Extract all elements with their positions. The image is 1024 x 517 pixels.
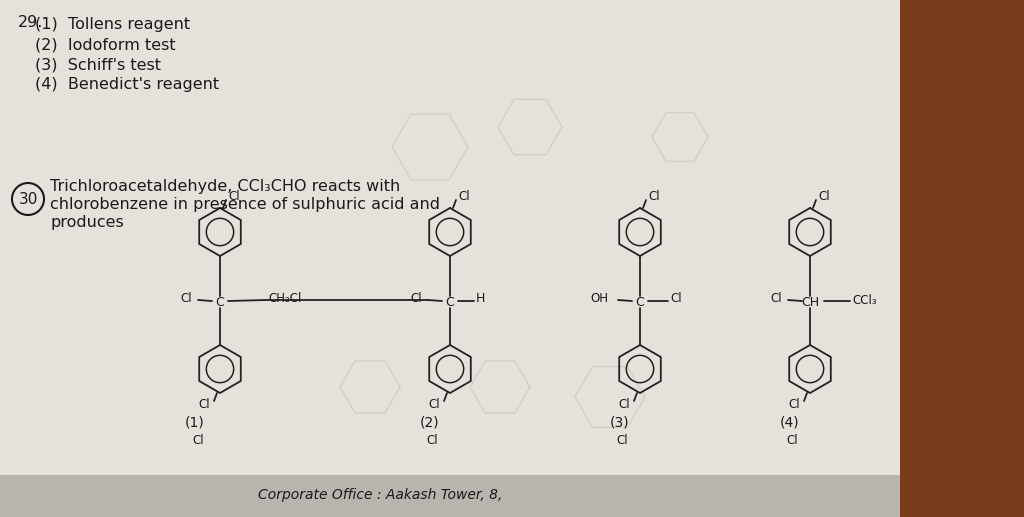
Text: Cl: Cl [788, 399, 800, 412]
Text: Cl: Cl [786, 434, 798, 448]
Text: Cl: Cl [228, 190, 240, 203]
Text: Cl: Cl [616, 434, 628, 448]
Text: (2): (2) [420, 416, 440, 430]
FancyBboxPatch shape [900, 0, 1024, 517]
Text: produces: produces [50, 215, 124, 230]
Text: CCl₃: CCl₃ [852, 294, 877, 307]
Text: CH: CH [801, 296, 819, 309]
Text: C: C [216, 296, 224, 309]
Text: Cl: Cl [193, 434, 204, 448]
Text: Cl: Cl [818, 190, 829, 203]
Text: (1): (1) [185, 416, 205, 430]
FancyBboxPatch shape [0, 0, 900, 517]
Text: Trichloroacetaldehyde, CCl₃CHO reacts with: Trichloroacetaldehyde, CCl₃CHO reacts wi… [50, 179, 400, 194]
Text: Cl: Cl [770, 293, 782, 306]
Text: (1)  Tollens reagent: (1) Tollens reagent [35, 17, 190, 32]
Text: Cl: Cl [670, 293, 682, 306]
Text: (3): (3) [610, 416, 630, 430]
Text: C: C [636, 296, 644, 309]
Text: 29.: 29. [18, 15, 43, 30]
Text: Cl: Cl [180, 293, 193, 306]
Text: chlorobenzene in presence of sulphuric acid and: chlorobenzene in presence of sulphuric a… [50, 197, 440, 212]
Text: OH: OH [590, 293, 608, 306]
Text: C: C [445, 296, 455, 309]
FancyBboxPatch shape [0, 475, 900, 517]
Text: (4)  Benedict's reagent: (4) Benedict's reagent [35, 77, 219, 92]
Text: (3)  Schiff's test: (3) Schiff's test [35, 57, 161, 72]
Text: Cl: Cl [618, 399, 630, 412]
Text: Cl: Cl [428, 399, 440, 412]
Text: (2)  Iodoform test: (2) Iodoform test [35, 37, 176, 52]
Text: H: H [476, 293, 485, 306]
Text: Cl: Cl [458, 190, 470, 203]
Text: Cl: Cl [411, 293, 422, 306]
Text: 30: 30 [18, 191, 38, 206]
Text: Cl: Cl [199, 399, 210, 412]
Text: CH₂Cl: CH₂Cl [268, 293, 301, 306]
Text: Cl: Cl [426, 434, 438, 448]
Text: (4): (4) [780, 416, 800, 430]
Text: Corporate Office : Aakash Tower, 8,: Corporate Office : Aakash Tower, 8, [258, 488, 502, 502]
Text: Cl: Cl [648, 190, 659, 203]
